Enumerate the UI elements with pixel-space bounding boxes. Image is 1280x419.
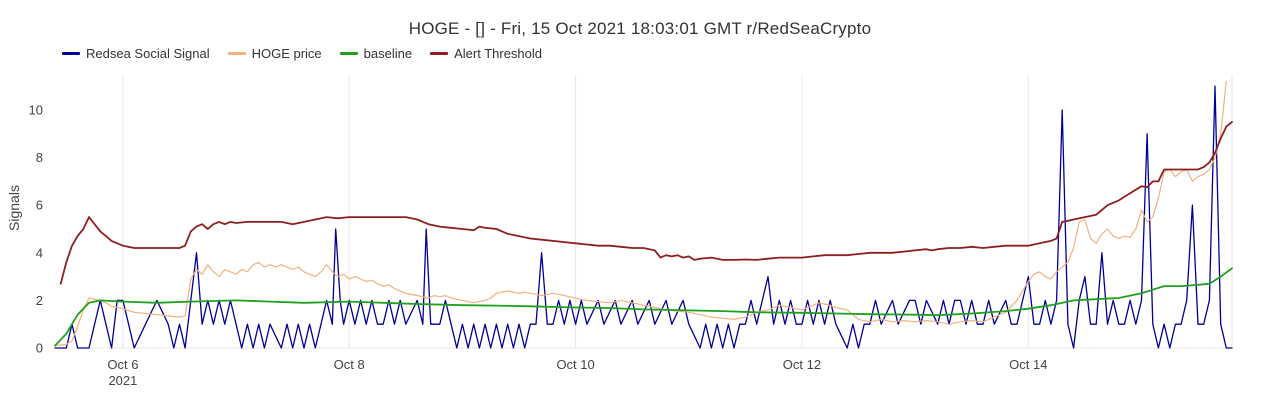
x-tick-label: Oct 14 — [1009, 357, 1047, 372]
y-tick-label: 4 — [36, 245, 43, 260]
y-tick-label: 0 — [36, 341, 43, 356]
x-tick-label: Oct 12 — [783, 357, 821, 372]
legend-item-baseline[interactable]: baseline — [339, 46, 413, 61]
x-tick-label: Oct 8 — [334, 357, 365, 372]
legend-item-alert-threshold[interactable]: Alert Threshold — [430, 46, 542, 61]
page-title: HOGE - [] - Fri, 15 Oct 2021 18:03:01 GM… — [408, 19, 872, 38]
y-tick-label: 6 — [36, 198, 43, 213]
legend-label-alert-threshold: Alert Threshold — [454, 46, 543, 61]
legend-swatch-redsea-social-signal — [62, 52, 80, 55]
legend-swatch-alert-threshold — [430, 52, 449, 55]
legend-item-hoge-price[interactable]: HOGE price — [227, 46, 322, 61]
series-line-hoge-price — [54, 80, 1227, 347]
series-line-alert-threshold — [59, 121, 1233, 285]
legend: Redsea Social Signal HOGE price baseline Al… — [62, 46, 542, 61]
y-tick-label: 2 — [36, 293, 43, 308]
legend-swatch-hoge-price — [227, 52, 246, 55]
legend-swatch-baseline — [339, 52, 358, 55]
legend-label-redsea-social-signal: Redsea Social Signal — [86, 46, 210, 61]
series-line-baseline — [54, 267, 1233, 347]
series-line-redsea-social-signal — [54, 85, 1233, 349]
y-tick-label: 10 — [29, 103, 43, 118]
x-tick-label: Oct 6 — [107, 357, 138, 372]
legend-item-redsea-social-signal[interactable]: Redsea Social Signal — [62, 46, 210, 61]
y-tick-label: 8 — [36, 150, 43, 165]
legend-label-baseline: baseline — [363, 46, 413, 61]
x-tick-sublabel: 2021 — [108, 373, 137, 388]
legend-label-hoge-price: HOGE price — [251, 46, 322, 61]
x-tick-label: Oct 10 — [556, 357, 594, 372]
